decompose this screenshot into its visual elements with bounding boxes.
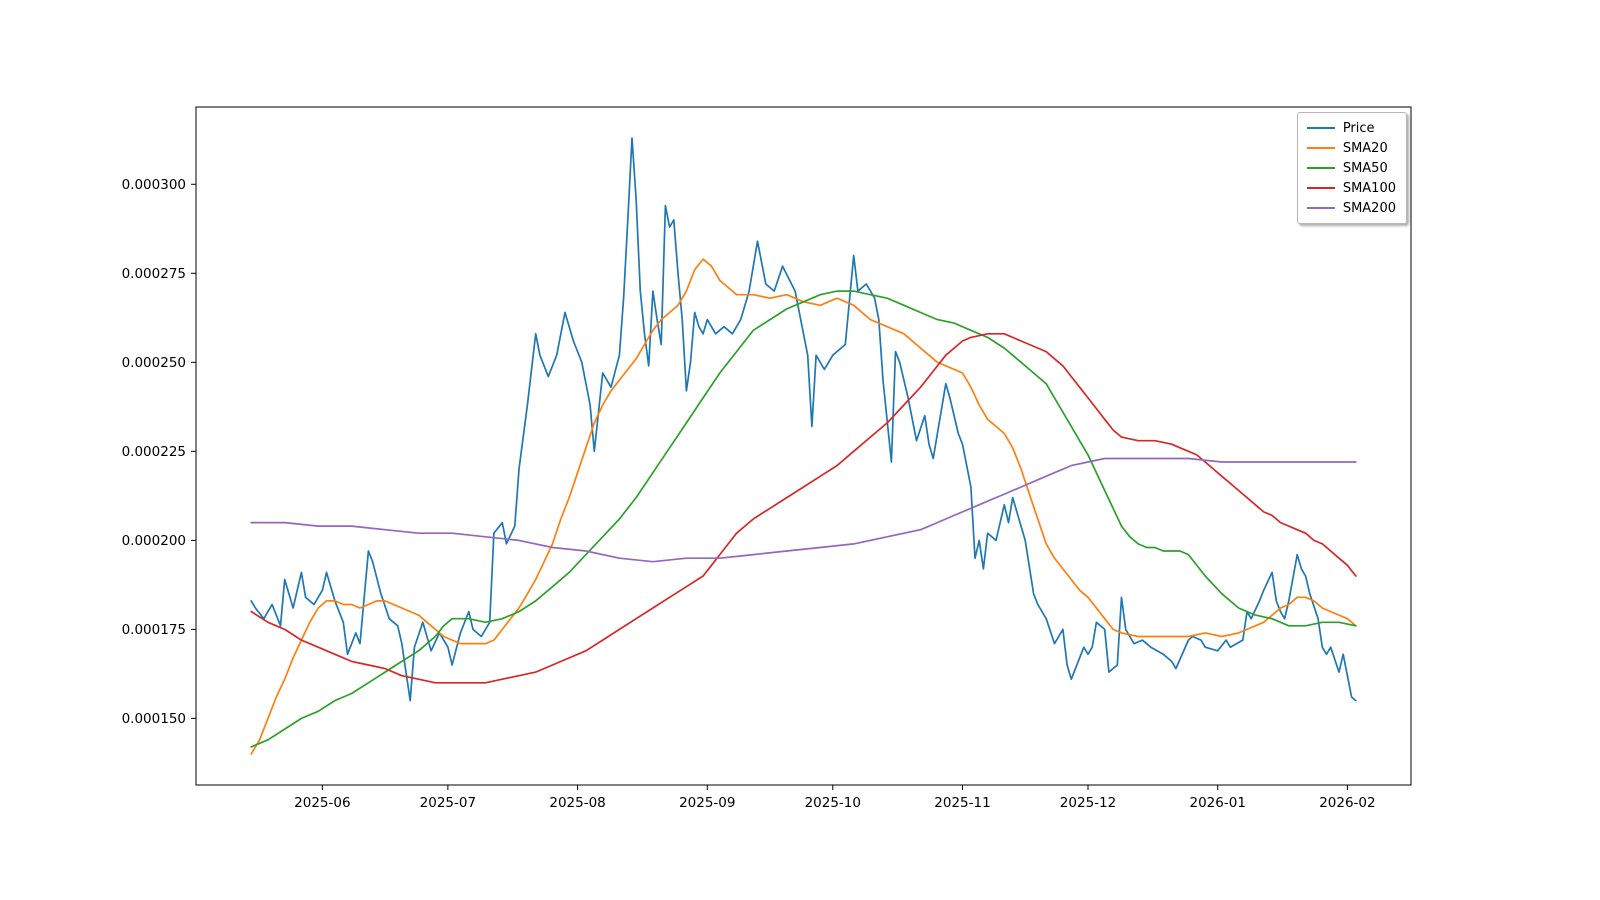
x-tick-label: 2025-10	[805, 795, 861, 811]
x-tick-label: 2026-01	[1190, 795, 1246, 811]
series-line-sma50	[250, 290, 1357, 748]
series-line-sma200	[250, 457, 1357, 563]
legend-label: SMA200	[1342, 200, 1396, 216]
legend-label: SMA50	[1342, 160, 1388, 176]
y-tick-label: 0.000275	[122, 266, 186, 282]
x-tick-label: 2025-07	[420, 795, 476, 811]
x-tick-label: 2025-09	[679, 795, 735, 811]
legend-line-swatch	[1306, 167, 1335, 169]
y-tick-label: 0.000175	[122, 622, 186, 638]
series-line-sma20	[250, 258, 1357, 755]
x-tick-label: 2026-02	[1319, 795, 1375, 811]
legend-item-sma100: SMA100	[1306, 178, 1396, 198]
x-tick-label: 2025-11	[934, 795, 990, 811]
legend-label: SMA100	[1342, 180, 1396, 196]
legend-label: SMA20	[1342, 140, 1388, 156]
legend-line-swatch	[1306, 207, 1335, 209]
y-tick-label: 0.000225	[122, 444, 186, 460]
legend-item-price: Price	[1306, 118, 1396, 138]
legend-line-swatch	[1306, 187, 1335, 189]
legend-item-sma20: SMA20	[1306, 138, 1396, 158]
y-tick-label: 0.000150	[122, 711, 186, 727]
legend: Price SMA20 SMA50 SMA100 SMA200	[1296, 112, 1407, 224]
x-tick-label: 2025-08	[549, 795, 605, 811]
y-tick-label: 0.000300	[122, 177, 186, 193]
series-line-price	[250, 137, 1357, 702]
legend-item-sma50: SMA50	[1306, 158, 1396, 178]
legend-line-swatch	[1306, 147, 1335, 149]
x-tick-label: 2025-06	[294, 795, 350, 811]
series-line-sma100	[250, 332, 1357, 684]
y-tick-label: 0.000200	[122, 533, 186, 549]
legend-label: Price	[1342, 120, 1375, 136]
legend-line-swatch	[1306, 127, 1335, 129]
x-tick-label: 2025-12	[1060, 795, 1116, 811]
legend-item-sma200: SMA200	[1306, 198, 1396, 218]
plot-border	[195, 106, 1412, 786]
y-tick-label: 0.000250	[122, 355, 186, 371]
